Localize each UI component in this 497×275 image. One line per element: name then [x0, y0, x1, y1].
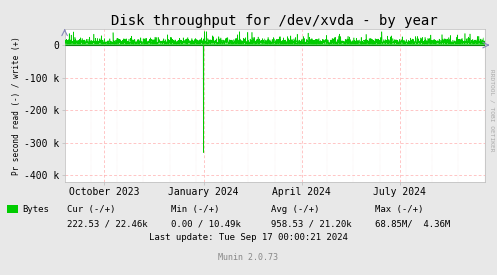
Text: 68.85M/  4.36M: 68.85M/ 4.36M	[375, 220, 450, 229]
Title: Disk throughput for /dev/xvda - by year: Disk throughput for /dev/xvda - by year	[111, 14, 438, 28]
Text: Last update: Tue Sep 17 00:00:21 2024: Last update: Tue Sep 17 00:00:21 2024	[149, 233, 348, 242]
Text: Bytes: Bytes	[22, 205, 49, 214]
Text: Cur (-/+): Cur (-/+)	[67, 205, 115, 214]
Text: 222.53 / 22.46k: 222.53 / 22.46k	[67, 220, 148, 229]
Text: Max (-/+): Max (-/+)	[375, 205, 423, 214]
Y-axis label: Pr second read (-) / write (+): Pr second read (-) / write (+)	[12, 36, 21, 175]
Text: Munin 2.0.73: Munin 2.0.73	[219, 254, 278, 262]
Text: Min (-/+): Min (-/+)	[171, 205, 220, 214]
Text: Avg (-/+): Avg (-/+)	[271, 205, 319, 214]
Text: 0.00 / 10.49k: 0.00 / 10.49k	[171, 220, 242, 229]
Text: RRDTOOL / TOBI OETIKER: RRDTOOL / TOBI OETIKER	[490, 69, 495, 151]
Text: 958.53 / 21.20k: 958.53 / 21.20k	[271, 220, 351, 229]
